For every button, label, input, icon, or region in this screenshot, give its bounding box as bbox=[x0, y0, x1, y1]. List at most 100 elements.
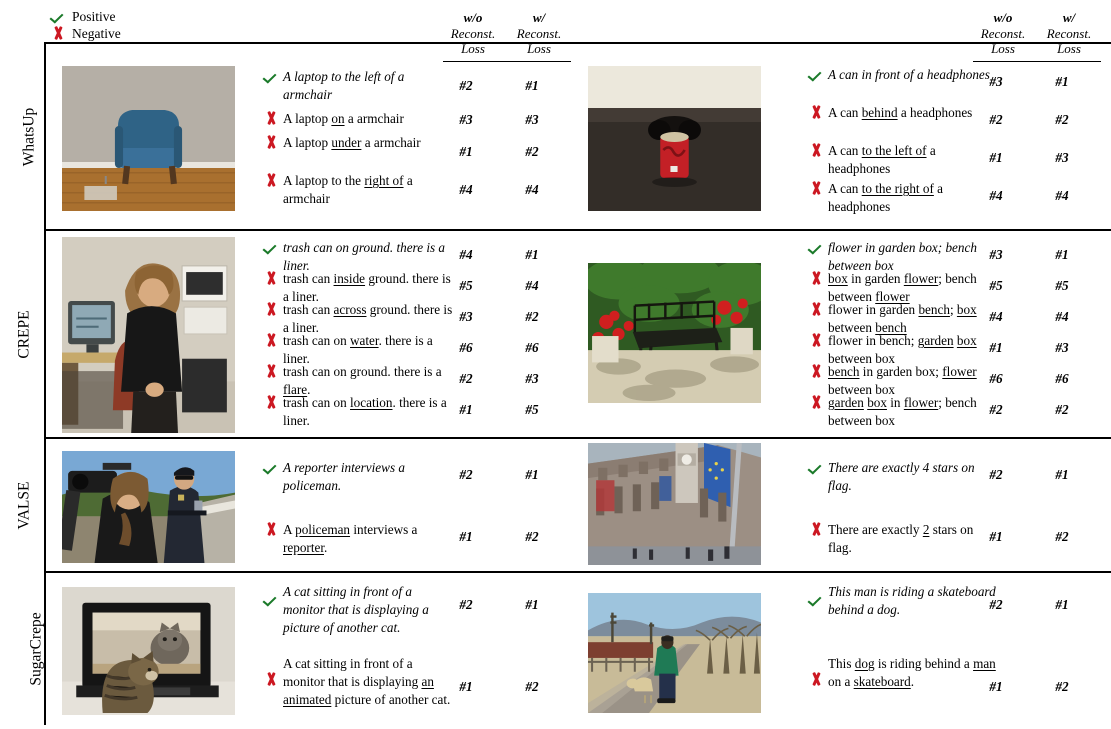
caption-row: box in garden flower; bench between flow… bbox=[810, 270, 998, 306]
cross-icon bbox=[810, 672, 823, 687]
caption-text: This dog is riding behind a man on a ska… bbox=[828, 656, 996, 689]
caption-text: flower in bench; garden box between box bbox=[828, 333, 977, 366]
caption-row: flower in bench; garden box between box bbox=[810, 332, 998, 368]
check-icon bbox=[810, 67, 823, 82]
caption-row: trash can across ground. there is a line… bbox=[265, 301, 455, 337]
example-image-man-skateboarding-with-dog bbox=[588, 593, 761, 713]
cross-icon bbox=[810, 143, 823, 158]
example-image-garden-bench-with-red-flowers bbox=[588, 263, 761, 403]
header-rule-right bbox=[973, 61, 1101, 63]
header-rule-left bbox=[443, 61, 571, 63]
rank-without-reconstruction-loss: #1 bbox=[459, 529, 473, 544]
rank-with-reconstruction-loss: #4 bbox=[1055, 309, 1069, 324]
caption-text: garden box in flower; bench between box bbox=[828, 395, 977, 428]
cross-icon bbox=[265, 302, 278, 317]
rank-without-reconstruction-loss: #1 bbox=[459, 402, 473, 417]
example-image-reporter-interviewing-policeman bbox=[62, 451, 235, 563]
cross-icon bbox=[810, 395, 823, 410]
caption-text: A laptop on a armchair bbox=[283, 111, 404, 126]
rank-with-reconstruction-loss: #3 bbox=[1055, 150, 1069, 165]
caption-row: trash can on location. there is a liner. bbox=[265, 394, 455, 430]
cross-icon bbox=[810, 522, 823, 537]
example-image-historic-building-with-flag bbox=[588, 443, 761, 565]
caption-text: A policeman interviews a reporter. bbox=[283, 522, 418, 555]
legend-positive: Positive bbox=[52, 8, 121, 25]
cross-icon bbox=[265, 173, 278, 188]
caption-text: trash can on ground. there is a flare. bbox=[283, 364, 442, 397]
rank-with-reconstruction-loss: #4 bbox=[525, 278, 539, 293]
row-separator bbox=[44, 42, 1111, 44]
caption-row: This man is riding a skateboard behind a… bbox=[810, 583, 998, 619]
caption-row: A can to the left of a headphones bbox=[810, 142, 990, 178]
vertical-divider bbox=[44, 44, 46, 725]
caption-row: trash can on ground. there is a liner. bbox=[265, 239, 455, 275]
header-right-without: w/o Reconst. Loss bbox=[980, 10, 1026, 56]
cross-icon bbox=[810, 333, 823, 348]
cross-icon bbox=[265, 522, 278, 537]
caption-row: trash can inside ground. there is a line… bbox=[265, 270, 455, 306]
rank-without-reconstruction-loss: #4 bbox=[459, 247, 473, 262]
caption-text: trash can on location. there is a liner. bbox=[283, 395, 447, 428]
caption-row: This dog is riding behind a man on a ska… bbox=[810, 655, 998, 691]
rank-with-reconstruction-loss: #1 bbox=[1055, 247, 1069, 262]
caption-row: A can in front of a headphones bbox=[810, 66, 990, 84]
caption-row: flower in garden bench; box between benc… bbox=[810, 301, 998, 337]
caption-text: A laptop to the right of a armchair bbox=[283, 173, 413, 206]
header-left-without: w/o Reconst. Loss bbox=[450, 10, 496, 56]
caption-text: trash can inside ground. there is a line… bbox=[283, 271, 451, 304]
example-image-red-can-in-front-of-headphones bbox=[588, 66, 761, 211]
rank-with-reconstruction-loss: #5 bbox=[525, 402, 539, 417]
rank-without-reconstruction-loss: #5 bbox=[459, 278, 473, 293]
check-icon bbox=[265, 69, 278, 84]
rank-with-reconstruction-loss: #3 bbox=[1055, 340, 1069, 355]
rank-without-reconstruction-loss: #1 bbox=[989, 150, 1003, 165]
caption-row: garden box in flower; bench between box bbox=[810, 394, 998, 430]
rank-without-reconstruction-loss: #4 bbox=[989, 309, 1003, 324]
rank-with-reconstruction-loss: #3 bbox=[525, 112, 539, 127]
rank-without-reconstruction-loss: #2 bbox=[989, 402, 1003, 417]
example-image-blue-armchair-in-room bbox=[62, 66, 235, 211]
caption-row: flower in garden box; bench between box bbox=[810, 239, 998, 275]
caption-text: A reporter interviews a policeman. bbox=[283, 460, 405, 493]
rank-without-reconstruction-loss: #2 bbox=[989, 597, 1003, 612]
caption-text: A cat sitting in front of a monitor that… bbox=[283, 584, 429, 635]
rank-without-reconstruction-loss: #6 bbox=[989, 371, 1003, 386]
rank-without-reconstruction-loss: #1 bbox=[459, 679, 473, 694]
check-icon bbox=[265, 240, 278, 255]
caption-text: flower in garden bench; box between benc… bbox=[828, 302, 977, 335]
dataset-label-crepe: CREPE bbox=[0, 231, 44, 438]
rank-with-reconstruction-loss: #2 bbox=[1055, 112, 1069, 127]
rank-without-reconstruction-loss: #1 bbox=[989, 679, 1003, 694]
example-image-cat-in-front-of-monitor bbox=[62, 587, 235, 715]
rank-without-reconstruction-loss: #2 bbox=[989, 467, 1003, 482]
caption-text: flower in garden box; bench between box bbox=[828, 240, 977, 273]
cross-icon bbox=[265, 271, 278, 286]
dataset-label-whatsup: WhatsUp bbox=[0, 44, 44, 230]
rank-with-reconstruction-loss: #2 bbox=[525, 529, 539, 544]
caption-row: A policeman interviews a reporter. bbox=[265, 521, 455, 557]
check-icon bbox=[265, 592, 278, 607]
rank-with-reconstruction-loss: #6 bbox=[1055, 371, 1069, 386]
example-image-woman-standing-in-office bbox=[62, 237, 235, 433]
check-icon bbox=[265, 460, 278, 475]
rank-without-reconstruction-loss: #4 bbox=[989, 188, 1003, 203]
rank-without-reconstruction-loss: #2 bbox=[459, 597, 473, 612]
rank-without-reconstruction-loss: #4 bbox=[459, 182, 473, 197]
rank-with-reconstruction-loss: #4 bbox=[525, 182, 539, 197]
rank-with-reconstruction-loss: #2 bbox=[525, 144, 539, 159]
caption-row: There are exactly 2 stars on flag. bbox=[810, 521, 998, 557]
check-icon bbox=[52, 9, 65, 24]
caption-row: There are exactly 4 stars on flag. bbox=[810, 459, 998, 495]
cross-icon bbox=[810, 364, 823, 379]
caption-text: trash can on ground. there is a liner. bbox=[283, 240, 446, 273]
rank-with-reconstruction-loss: #1 bbox=[1055, 597, 1069, 612]
caption-text: trash can on water. there is a liner. bbox=[283, 333, 433, 366]
caption-text: bench in garden box; flower between box bbox=[828, 364, 977, 397]
caption-text: A can in front of a headphones bbox=[828, 67, 990, 82]
cross-icon bbox=[810, 271, 823, 286]
caption-text: A cat sitting in front of a monitor that… bbox=[283, 656, 451, 707]
rank-without-reconstruction-loss: #2 bbox=[459, 467, 473, 482]
caption-row: A laptop to the right of a armchair bbox=[265, 172, 455, 208]
rank-with-reconstruction-loss: #3 bbox=[525, 371, 539, 386]
rank-without-reconstruction-loss: #3 bbox=[989, 74, 1003, 89]
